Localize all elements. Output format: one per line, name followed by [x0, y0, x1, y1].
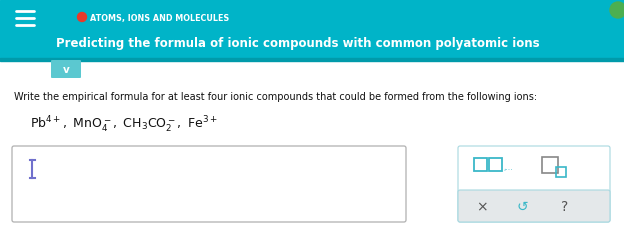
Text: ,...: ,...	[503, 163, 512, 172]
Bar	[489, 158, 502, 171]
Circle shape	[77, 12, 87, 22]
Bar	[542, 157, 558, 173]
Text: Write the empirical formula for at least four ionic compounds that could be form: Write the empirical formula for at least…	[14, 92, 537, 102]
Text: Predicting the formula of ionic compounds with common polyatomic ions: Predicting the formula of ionic compound…	[56, 37, 540, 49]
Circle shape	[610, 2, 624, 18]
Text: ?: ?	[562, 200, 568, 214]
Text: ×: ×	[476, 200, 488, 214]
Text: ATOMS, IONS AND MOLECULES: ATOMS, IONS AND MOLECULES	[90, 13, 229, 23]
FancyBboxPatch shape	[458, 190, 610, 222]
FancyBboxPatch shape	[458, 146, 610, 222]
Text: v: v	[62, 65, 69, 75]
Text: $\rm Pb^{4+},\ MnO_4^-,\ CH_3CO_2^-,\ Fe^{3+}$: $\rm Pb^{4+},\ MnO_4^-,\ CH_3CO_2^-,\ Fe…	[30, 115, 218, 135]
FancyBboxPatch shape	[12, 146, 406, 222]
Bar	[556, 167, 566, 177]
FancyBboxPatch shape	[51, 60, 81, 78]
Bar	[0, 0, 624, 58]
Text: ↺: ↺	[516, 200, 528, 214]
Bar	[0, 58, 624, 61]
Bar	[474, 158, 487, 171]
